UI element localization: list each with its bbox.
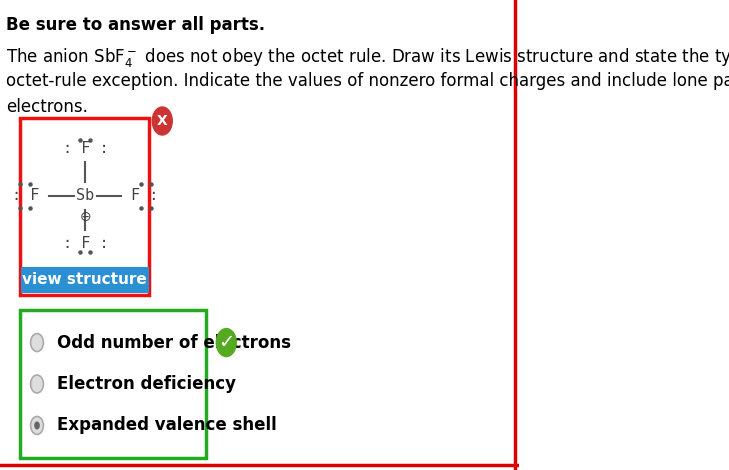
Circle shape <box>31 334 44 352</box>
Circle shape <box>31 375 44 393</box>
Circle shape <box>217 329 236 357</box>
Text: : F :: : F : <box>63 141 108 156</box>
Text: Be sure to answer all parts.: Be sure to answer all parts. <box>6 16 265 34</box>
Text: F :: F : <box>131 188 159 204</box>
Text: Sb: Sb <box>77 188 95 204</box>
Text: ⊖: ⊖ <box>79 210 91 224</box>
Text: octet-rule exception. Indicate the values of nonzero formal charges and include : octet-rule exception. Indicate the value… <box>6 72 729 90</box>
Text: Expanded valence shell: Expanded valence shell <box>57 416 277 434</box>
Text: : F :: : F : <box>63 236 108 251</box>
Circle shape <box>31 416 44 434</box>
Text: Odd number of electrons: Odd number of electrons <box>57 334 291 352</box>
Bar <box>20 267 149 293</box>
Text: electrons.: electrons. <box>6 98 87 116</box>
Circle shape <box>152 107 172 135</box>
Text: view structure: view structure <box>23 273 147 288</box>
Text: ✓: ✓ <box>218 333 235 352</box>
Text: The anion SbF$_4^-$ does not obey the octet rule. Draw its Lewis structure and s: The anion SbF$_4^-$ does not obey the oc… <box>6 46 729 69</box>
Text: Electron deficiency: Electron deficiency <box>57 375 236 393</box>
Text: : F: : F <box>12 188 39 204</box>
Circle shape <box>34 422 40 430</box>
Text: X: X <box>157 114 168 128</box>
